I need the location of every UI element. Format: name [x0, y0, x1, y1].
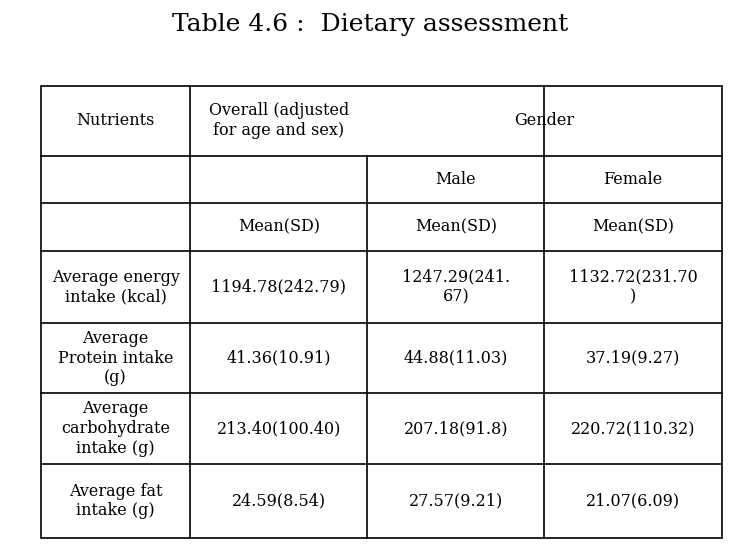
Text: 27.57(9.21): 27.57(9.21) — [409, 492, 503, 509]
Text: 21.07(6.09): 21.07(6.09) — [586, 492, 680, 509]
Text: Average
carbohydrate
intake (g): Average carbohydrate intake (g) — [61, 400, 170, 457]
Text: 37.19(9.27): 37.19(9.27) — [586, 350, 680, 367]
Text: Average
Protein intake
(g): Average Protein intake (g) — [58, 330, 173, 386]
Text: 1247.29(241.
67): 1247.29(241. 67) — [402, 269, 510, 305]
Text: Male: Male — [436, 171, 477, 188]
Text: Average energy
intake (kcal): Average energy intake (kcal) — [52, 269, 180, 305]
Text: Average fat
intake (g): Average fat intake (g) — [69, 482, 162, 519]
Text: Gender: Gender — [514, 112, 574, 129]
Text: 1194.78(242.79): 1194.78(242.79) — [212, 279, 346, 295]
Text: 213.40(100.40): 213.40(100.40) — [217, 420, 341, 437]
Bar — [41, 86, 722, 538]
Text: 44.88(11.03): 44.88(11.03) — [404, 350, 508, 367]
Text: 24.59(8.54): 24.59(8.54) — [232, 492, 326, 509]
Text: Female: Female — [603, 171, 662, 188]
Text: 41.36(10.91): 41.36(10.91) — [226, 350, 332, 367]
Text: Mean(SD): Mean(SD) — [238, 219, 320, 236]
Text: Mean(SD): Mean(SD) — [415, 219, 497, 236]
Text: 220.72(110.32): 220.72(110.32) — [571, 420, 696, 437]
Text: 1132.72(231.70
): 1132.72(231.70 ) — [568, 269, 697, 305]
Text: Table 4.6 :  Dietary assessment: Table 4.6 : Dietary assessment — [172, 13, 568, 36]
Text: Nutrients: Nutrients — [76, 112, 155, 129]
Text: Mean(SD): Mean(SD) — [592, 219, 674, 236]
Text: Overall (adjusted
for age and sex): Overall (adjusted for age and sex) — [209, 102, 349, 139]
Text: 207.18(91.8): 207.18(91.8) — [404, 420, 508, 437]
